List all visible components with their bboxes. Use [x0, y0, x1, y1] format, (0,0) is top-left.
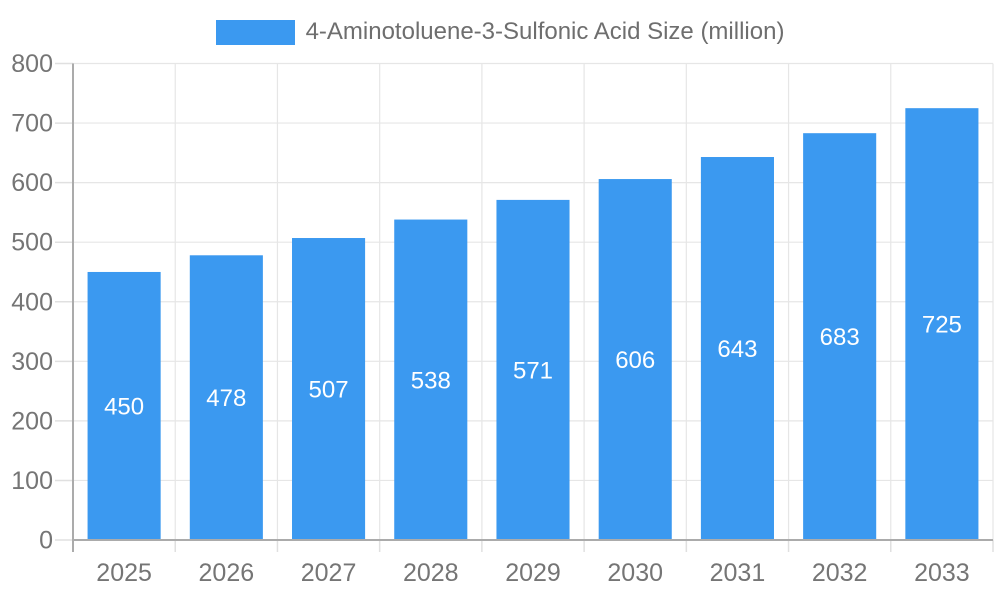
ytick-label-800: 800	[11, 50, 53, 78]
bar-2033	[905, 108, 979, 540]
bar-2025	[87, 271, 161, 540]
bar-2029	[496, 199, 570, 540]
ytick-label-400: 400	[11, 288, 53, 316]
bar-value-2027: 507	[309, 377, 349, 404]
xtick-label-2028: 2028	[403, 559, 459, 587]
ytick-label-0: 0	[39, 527, 53, 555]
xtick-label-2030: 2030	[607, 559, 663, 587]
legend-label: 4-Aminotoluene-3-Sulfonic Acid Size (mil…	[305, 18, 785, 45]
bar-2032	[803, 133, 877, 541]
ytick-label-200: 200	[11, 407, 53, 435]
legend-swatch-icon	[215, 19, 295, 45]
ytick-label-500: 500	[11, 229, 53, 257]
legend[interactable]: 4-Aminotoluene-3-Sulfonic Acid Size (mil…	[0, 19, 1000, 45]
bar-value-2033: 725	[922, 312, 962, 339]
bar-2030	[598, 179, 672, 540]
bar-2026	[189, 255, 263, 540]
xtick-label-2026: 2026	[199, 559, 255, 587]
bar-value-2032: 683	[820, 324, 860, 351]
xtick-label-2025: 2025	[96, 559, 152, 587]
bar-value-2026: 478	[206, 385, 246, 412]
ytick-label-100: 100	[11, 467, 53, 495]
xtick-label-2029: 2029	[505, 559, 561, 587]
bar-value-2029: 571	[513, 357, 553, 384]
xtick-label-2027: 2027	[301, 559, 357, 587]
bar-value-2031: 643	[717, 336, 757, 363]
bar-value-2028: 538	[411, 367, 451, 394]
ytick-label-700: 700	[11, 110, 53, 138]
xtick-label-2031: 2031	[710, 559, 766, 587]
ytick-label-600: 600	[11, 169, 53, 197]
bar-2028	[394, 219, 468, 540]
bar-2027	[292, 238, 366, 540]
bar-value-2025: 450	[104, 393, 144, 420]
ytick-label-300: 300	[11, 348, 53, 376]
bar-2031	[700, 157, 774, 540]
xtick-label-2033: 2033	[914, 559, 970, 587]
bar-value-2030: 606	[615, 347, 655, 374]
xtick-label-2032: 2032	[812, 559, 868, 587]
